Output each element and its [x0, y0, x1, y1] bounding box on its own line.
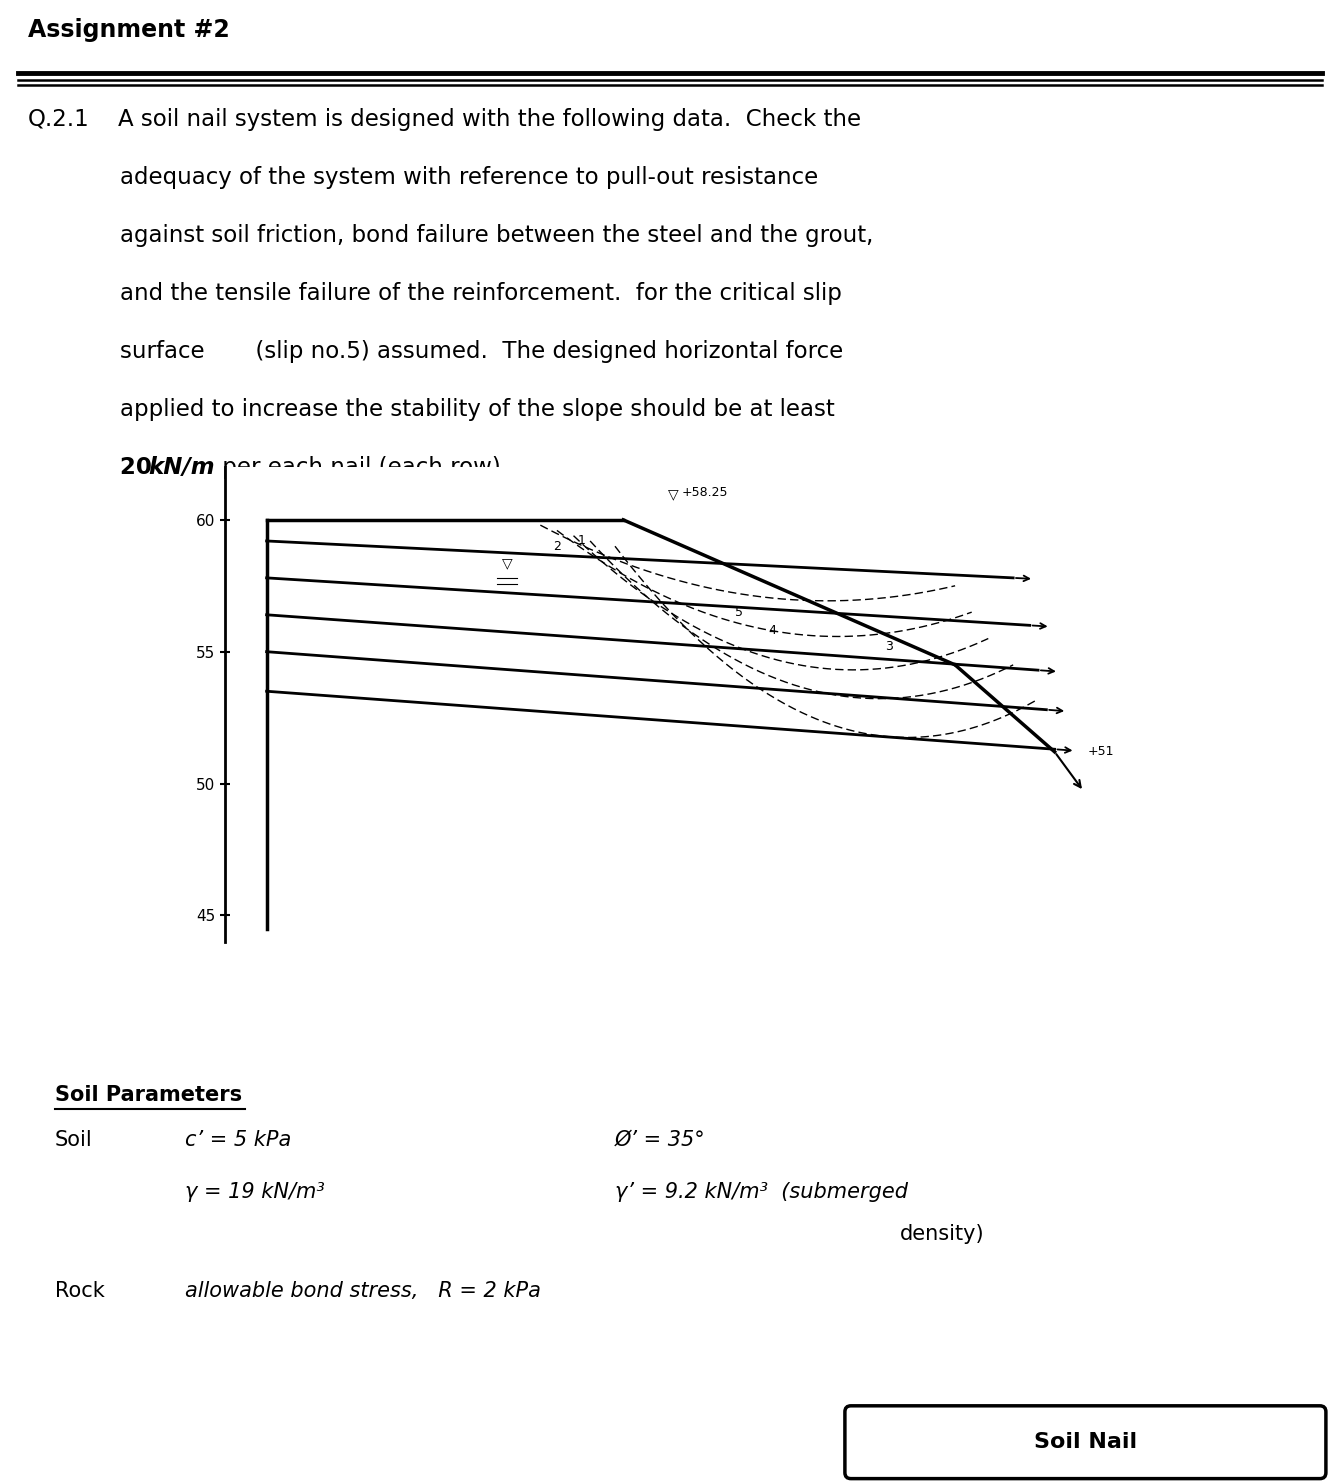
Text: Assignment #2: Assignment #2	[28, 18, 229, 42]
Text: adequacy of the system with reference to pull-out resistance: adequacy of the system with reference to…	[121, 166, 819, 188]
Text: SECTION 2-2: SECTION 2-2	[611, 473, 729, 491]
Text: γ = 19 kN/m³: γ = 19 kN/m³	[185, 1182, 324, 1203]
Text: +51: +51	[1088, 746, 1115, 758]
Text: SCALE 1:100: SCALE 1:100	[310, 593, 399, 608]
Text: and the tensile failure of the reinforcement.  for the critical slip: and the tensile failure of the reinforce…	[121, 282, 842, 305]
Text: Ø’ = 35°: Ø’ = 35°	[615, 1130, 706, 1149]
Text: Soil: Soil	[55, 1130, 92, 1149]
Text: per each nail (each row).: per each nail (each row).	[214, 455, 508, 479]
Text: Q.2.1: Q.2.1	[28, 108, 90, 131]
Text: 4: 4	[769, 624, 777, 638]
Text: 3: 3	[884, 641, 892, 653]
Text: Soil Nail: Soil Nail	[1034, 1433, 1136, 1452]
Text: ▽: ▽	[502, 556, 512, 569]
Text: surface       (slip no.5) assumed.  The designed horizontal force: surface (slip no.5) assumed. The designe…	[121, 340, 843, 363]
Text: applied to increase the stability of the slope should be at least: applied to increase the stability of the…	[121, 397, 835, 421]
Text: c’ = 5 kPa: c’ = 5 kPa	[185, 1130, 291, 1149]
Text: 20: 20	[121, 455, 159, 479]
Text: γ’ = 9.2 kN/m³  (submerged: γ’ = 9.2 kN/m³ (submerged	[615, 1182, 909, 1203]
Text: +58.25: +58.25	[681, 486, 728, 498]
Text: against soil friction, bond failure between the steel and the grout,: against soil friction, bond failure betw…	[121, 224, 874, 248]
FancyBboxPatch shape	[846, 1406, 1325, 1479]
Text: kN/m: kN/m	[147, 455, 214, 479]
Text: density): density)	[900, 1223, 985, 1244]
Text: 2: 2	[553, 540, 561, 553]
Text: allowable bond stress,   R = 2 kPa: allowable bond stress, R = 2 kPa	[185, 1281, 541, 1301]
Text: A soil nail system is designed with the following data.  Check the: A soil nail system is designed with the …	[118, 108, 862, 131]
Text: Soil Parameters: Soil Parameters	[55, 1086, 243, 1105]
Text: 5: 5	[736, 605, 744, 618]
Text: ▽: ▽	[667, 488, 678, 501]
Text: Rock: Rock	[55, 1281, 105, 1301]
Text: 1: 1	[578, 534, 586, 547]
